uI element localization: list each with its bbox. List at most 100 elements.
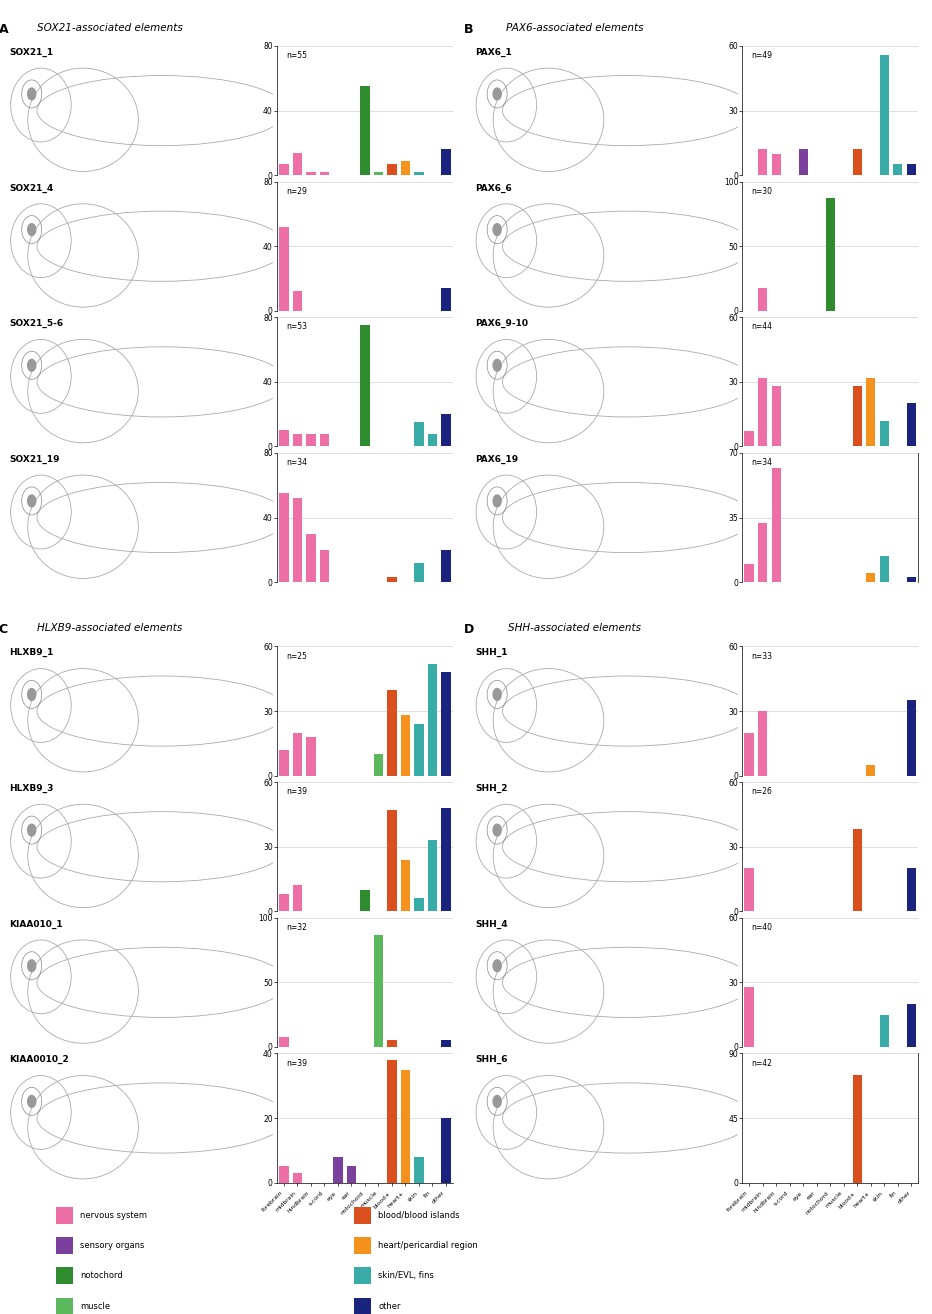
Bar bbox=[414, 1156, 423, 1183]
Bar bbox=[279, 227, 289, 311]
Circle shape bbox=[27, 824, 36, 837]
Text: C: C bbox=[0, 623, 7, 636]
Circle shape bbox=[27, 359, 36, 372]
Text: other: other bbox=[378, 1302, 401, 1310]
Circle shape bbox=[27, 223, 36, 237]
Bar bbox=[441, 673, 450, 775]
Bar bbox=[866, 765, 875, 775]
Bar bbox=[441, 549, 450, 582]
Bar bbox=[279, 493, 289, 582]
Text: n=30: n=30 bbox=[751, 187, 773, 196]
Bar bbox=[758, 377, 767, 447]
Bar bbox=[866, 573, 875, 582]
Text: A: A bbox=[0, 22, 8, 35]
Bar bbox=[772, 154, 781, 175]
Bar bbox=[853, 1075, 862, 1183]
Text: SOX21_1: SOX21_1 bbox=[9, 47, 54, 57]
Circle shape bbox=[492, 494, 501, 507]
Bar bbox=[293, 434, 302, 447]
Bar bbox=[866, 377, 875, 447]
Text: n=34: n=34 bbox=[751, 459, 773, 466]
Bar bbox=[347, 1167, 356, 1183]
Bar bbox=[907, 403, 916, 447]
Text: PAX6-associated elements: PAX6-associated elements bbox=[506, 22, 644, 33]
Bar bbox=[745, 431, 754, 447]
Text: PAX6_6: PAX6_6 bbox=[475, 184, 512, 193]
Text: n=32: n=32 bbox=[286, 922, 307, 932]
Circle shape bbox=[492, 1095, 501, 1108]
Bar bbox=[279, 164, 289, 175]
Bar bbox=[853, 150, 862, 175]
Circle shape bbox=[27, 1095, 36, 1108]
Circle shape bbox=[27, 687, 36, 702]
Bar bbox=[293, 733, 302, 775]
Text: PAX6_9-10: PAX6_9-10 bbox=[475, 319, 528, 328]
Bar bbox=[907, 1004, 916, 1047]
Bar bbox=[853, 829, 862, 912]
Bar bbox=[306, 533, 316, 582]
Text: HLXB9_1: HLXB9_1 bbox=[9, 648, 54, 657]
Bar bbox=[880, 420, 889, 447]
Text: SHH_4: SHH_4 bbox=[475, 920, 508, 929]
Text: HLXB9-associated elements: HLXB9-associated elements bbox=[36, 623, 182, 633]
Text: nervous system: nervous system bbox=[80, 1212, 147, 1219]
Text: n=29: n=29 bbox=[286, 187, 307, 196]
Circle shape bbox=[492, 359, 501, 372]
Bar bbox=[320, 172, 329, 175]
Bar bbox=[401, 859, 410, 912]
Circle shape bbox=[492, 87, 501, 101]
Bar bbox=[745, 564, 754, 582]
Text: n=26: n=26 bbox=[751, 787, 772, 796]
Text: n=49: n=49 bbox=[751, 51, 773, 60]
Bar bbox=[360, 87, 370, 175]
Bar bbox=[758, 150, 767, 175]
Text: PAX6_19: PAX6_19 bbox=[475, 455, 518, 464]
Text: n=55: n=55 bbox=[286, 51, 307, 60]
Circle shape bbox=[27, 87, 36, 101]
Bar bbox=[279, 750, 289, 775]
Bar bbox=[428, 840, 437, 912]
Text: n=42: n=42 bbox=[751, 1059, 772, 1067]
Bar bbox=[414, 899, 423, 912]
Circle shape bbox=[492, 959, 501, 972]
Text: SOX21_5-6: SOX21_5-6 bbox=[9, 319, 63, 328]
Bar bbox=[306, 172, 316, 175]
Text: HLXB9_3: HLXB9_3 bbox=[9, 784, 54, 794]
Text: SHH-associated elements: SHH-associated elements bbox=[508, 623, 641, 633]
Text: skin/EVL, fins: skin/EVL, fins bbox=[378, 1272, 434, 1280]
Bar bbox=[360, 890, 370, 912]
Bar bbox=[772, 386, 781, 447]
Bar bbox=[279, 430, 289, 447]
Circle shape bbox=[27, 494, 36, 507]
Bar bbox=[387, 577, 396, 582]
Bar bbox=[414, 422, 423, 447]
Bar bbox=[758, 288, 767, 311]
Text: n=34: n=34 bbox=[286, 459, 307, 466]
Bar bbox=[853, 386, 862, 447]
Text: n=39: n=39 bbox=[286, 787, 307, 796]
Bar bbox=[428, 434, 437, 447]
Circle shape bbox=[492, 824, 501, 837]
Bar bbox=[320, 434, 329, 447]
Bar bbox=[374, 934, 383, 1047]
Bar bbox=[907, 869, 916, 912]
Text: D: D bbox=[464, 623, 474, 636]
Bar bbox=[745, 733, 754, 775]
Circle shape bbox=[492, 687, 501, 702]
Bar bbox=[441, 1041, 450, 1047]
Bar bbox=[279, 894, 289, 912]
Text: KIAA0010_2: KIAA0010_2 bbox=[9, 1055, 69, 1064]
Bar bbox=[333, 1156, 343, 1183]
Bar bbox=[387, 811, 396, 912]
Bar bbox=[293, 152, 302, 175]
Bar bbox=[907, 700, 916, 775]
Bar bbox=[387, 164, 396, 175]
Text: heart/pericardial region: heart/pericardial region bbox=[378, 1242, 478, 1250]
Text: sensory organs: sensory organs bbox=[80, 1242, 144, 1250]
Bar bbox=[293, 886, 302, 912]
Bar bbox=[320, 549, 329, 582]
Bar bbox=[441, 414, 450, 447]
Text: n=39: n=39 bbox=[286, 1059, 307, 1067]
Bar bbox=[387, 690, 396, 775]
Text: SHH_1: SHH_1 bbox=[475, 648, 508, 657]
